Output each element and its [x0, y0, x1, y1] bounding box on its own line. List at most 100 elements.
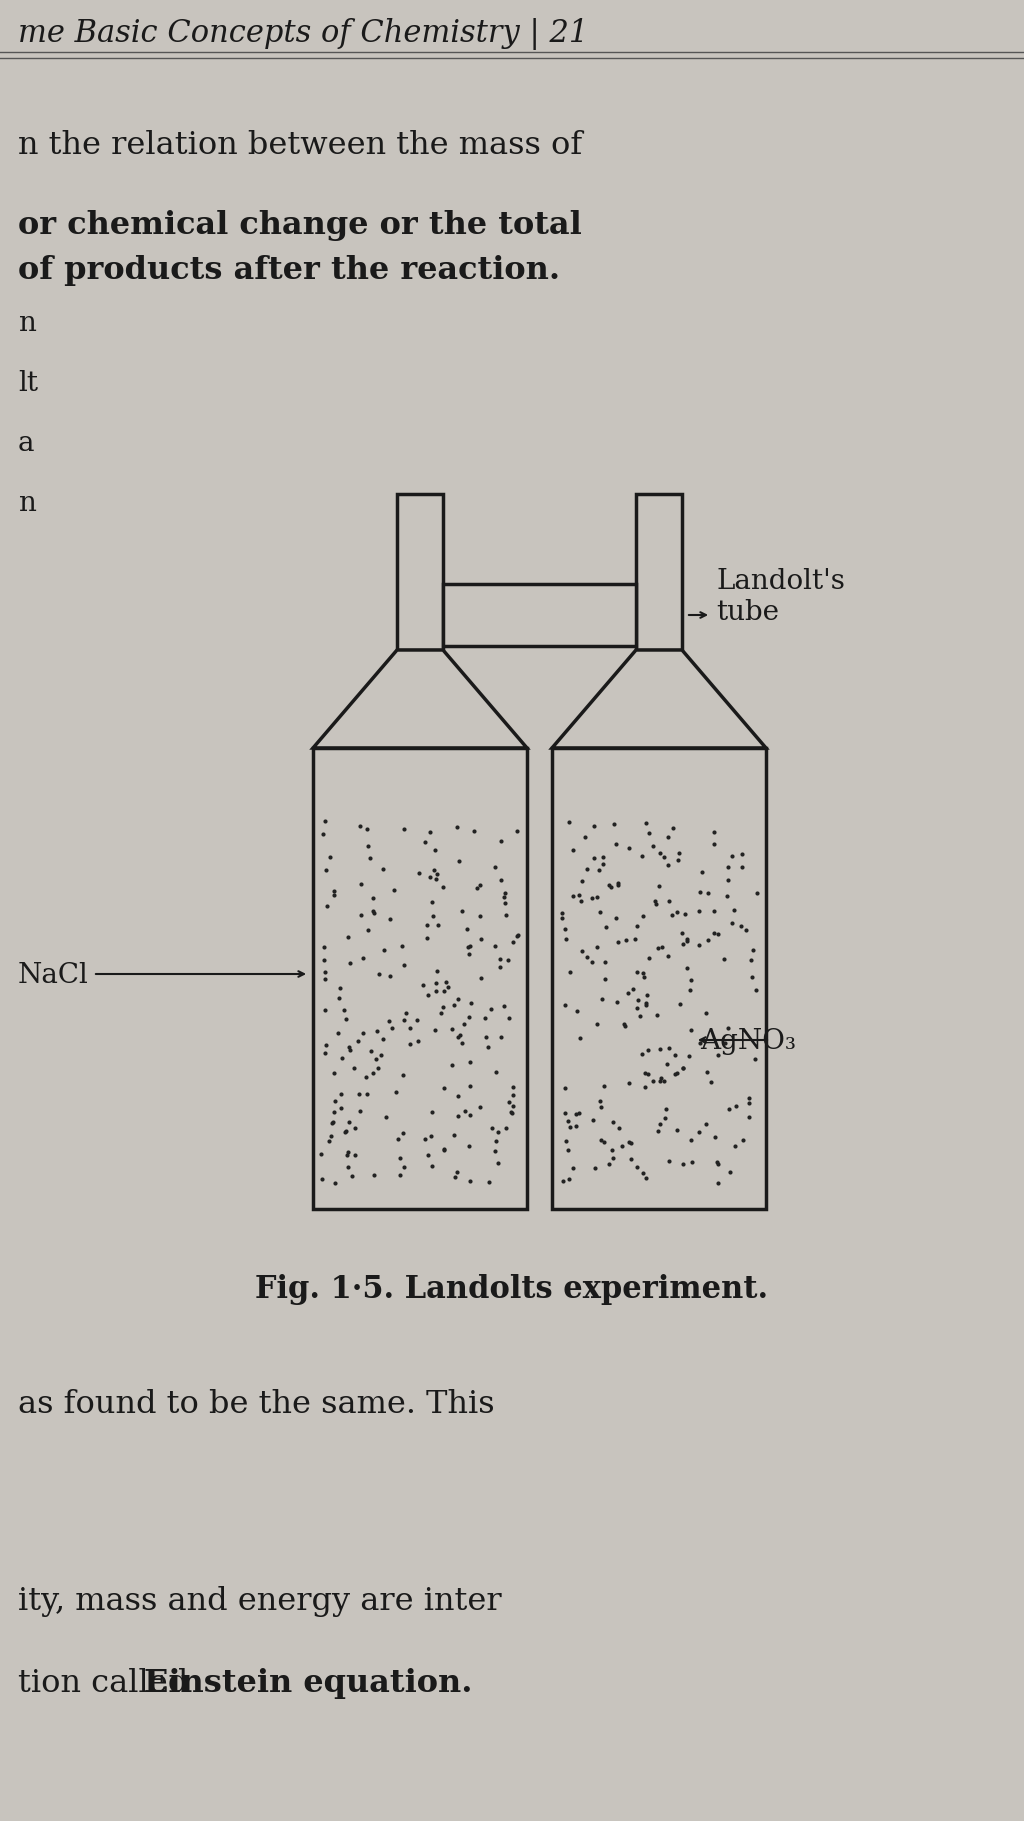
Point — [436, 1073, 453, 1102]
Point — [733, 910, 750, 940]
Point — [635, 958, 651, 987]
Bar — [443, 585, 636, 646]
Point — [721, 1094, 737, 1124]
Point — [339, 1140, 355, 1169]
Point — [669, 898, 685, 927]
Point — [679, 925, 695, 954]
Point — [650, 1116, 667, 1145]
Point — [417, 827, 433, 856]
Point — [708, 1122, 724, 1151]
Polygon shape — [313, 650, 527, 748]
Point — [742, 945, 759, 974]
Point — [622, 1069, 638, 1098]
Point — [644, 1065, 660, 1094]
Point — [565, 836, 582, 865]
Point — [620, 978, 636, 1007]
Point — [651, 838, 668, 867]
Point — [313, 1164, 330, 1193]
Point — [579, 854, 595, 883]
Point — [424, 887, 440, 916]
Point — [340, 921, 356, 951]
Point — [627, 925, 643, 954]
Point — [660, 823, 677, 852]
Point — [415, 971, 431, 1000]
Point — [487, 1127, 504, 1156]
Point — [493, 827, 509, 856]
Point — [634, 841, 650, 870]
Point — [462, 1071, 478, 1100]
Point — [572, 1023, 589, 1053]
Point — [395, 814, 412, 843]
Point — [579, 941, 595, 971]
Text: lt: lt — [18, 370, 38, 397]
Point — [653, 932, 670, 961]
Point — [429, 860, 445, 889]
Point — [347, 1140, 364, 1169]
Point — [641, 818, 657, 847]
Point — [437, 967, 454, 996]
Point — [660, 1147, 677, 1176]
Point — [503, 1096, 519, 1125]
Point — [411, 858, 427, 887]
Point — [361, 843, 378, 872]
Point — [597, 947, 613, 976]
Text: or chemical change or the total: or chemical change or the total — [18, 209, 582, 240]
Point — [638, 1164, 654, 1193]
Text: of products after the reaction.: of products after the reaction. — [18, 255, 560, 286]
Point — [316, 932, 333, 961]
Point — [595, 1127, 611, 1156]
Point — [454, 896, 470, 925]
Point — [351, 1096, 368, 1125]
Point — [501, 1087, 517, 1116]
Point — [656, 843, 673, 872]
Point — [456, 1009, 472, 1038]
Point — [344, 1162, 360, 1191]
Point — [419, 923, 435, 952]
Point — [724, 841, 740, 870]
Point — [589, 883, 605, 912]
Point — [420, 1140, 436, 1169]
Point — [326, 881, 342, 910]
Point — [342, 949, 358, 978]
Point — [396, 1005, 413, 1034]
Point — [428, 969, 444, 998]
Point — [717, 1029, 733, 1058]
Point — [632, 1002, 648, 1031]
Point — [359, 1080, 376, 1109]
Point — [691, 931, 708, 960]
Point — [327, 1169, 343, 1198]
Point — [726, 1131, 742, 1160]
Point — [606, 810, 623, 839]
Point — [472, 901, 488, 931]
Point — [700, 925, 717, 954]
Point — [592, 1087, 608, 1116]
Point — [457, 1096, 473, 1125]
Point — [597, 965, 613, 994]
Point — [382, 961, 398, 991]
Point — [746, 1043, 763, 1073]
Bar — [399, 586, 440, 643]
Point — [587, 1153, 603, 1182]
Point — [375, 1025, 391, 1054]
Point — [589, 1009, 605, 1038]
Point — [439, 972, 456, 1002]
Point — [720, 852, 736, 881]
Point — [659, 941, 676, 971]
Point — [733, 839, 750, 869]
Point — [315, 819, 332, 849]
Point — [691, 1029, 708, 1058]
Point — [326, 1058, 342, 1087]
Point — [629, 994, 645, 1023]
Point — [353, 900, 370, 929]
Point — [682, 974, 698, 1003]
Point — [422, 861, 438, 890]
Point — [744, 963, 761, 992]
Point — [557, 914, 573, 943]
Text: NaCl: NaCl — [18, 961, 89, 989]
Point — [362, 1036, 379, 1065]
Point — [681, 1042, 697, 1071]
Point — [462, 1167, 478, 1196]
Point — [401, 1014, 418, 1043]
Point — [675, 1149, 691, 1178]
Point — [609, 927, 626, 956]
